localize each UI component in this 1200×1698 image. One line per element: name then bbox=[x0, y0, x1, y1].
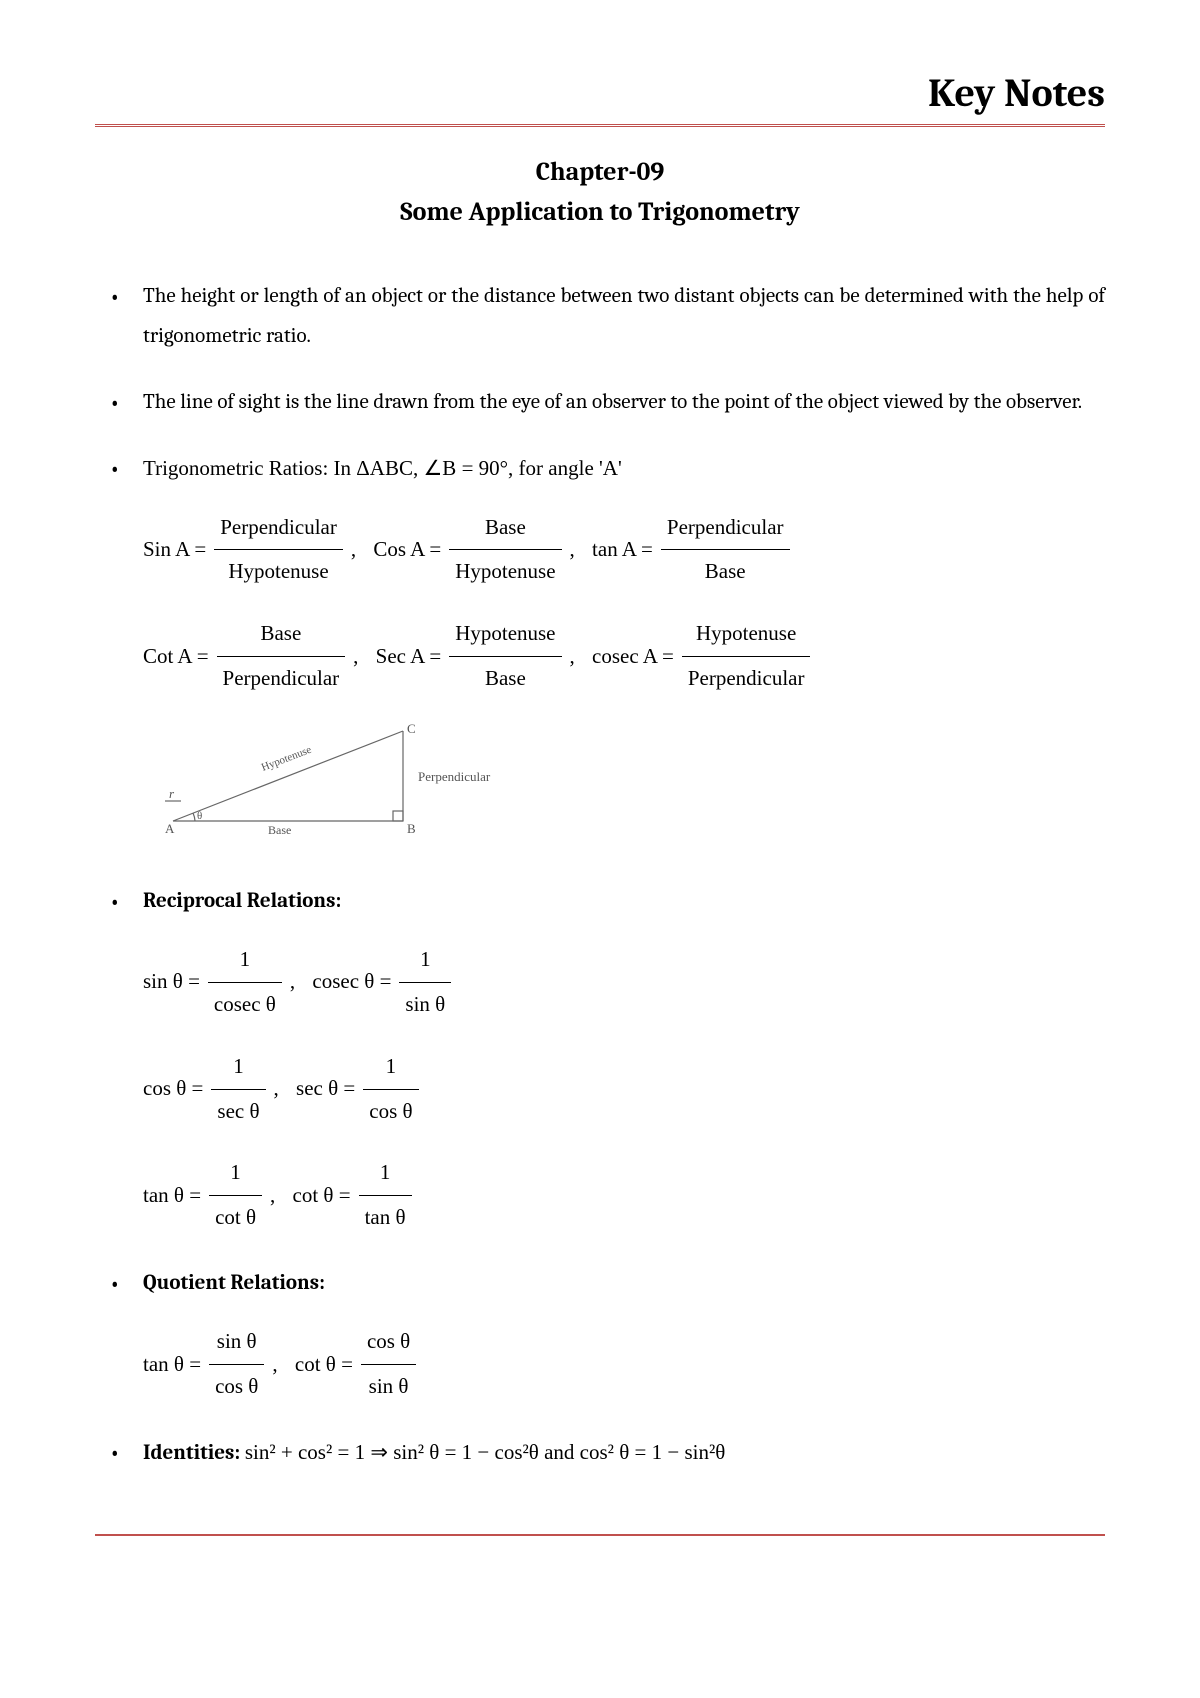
cotA-num: Base bbox=[217, 614, 346, 657]
cotA-lhs: Cot A = bbox=[143, 637, 209, 677]
bullet-1: The height or length of an object or the… bbox=[95, 277, 1105, 357]
secA-frac: Hypotenuse Base bbox=[449, 614, 561, 699]
q1a-num: sin θ bbox=[209, 1322, 264, 1365]
triangle-figure: A B C θ r Hypotenuse Perpendicular Base bbox=[153, 721, 513, 856]
page: Key Notes Chapter-09 Some Application to… bbox=[0, 0, 1200, 1586]
q1b-lhs: cot θ = bbox=[295, 1345, 353, 1385]
q1b-den: sin θ bbox=[361, 1365, 416, 1407]
bullet-list: The height or length of an object or the… bbox=[95, 277, 1105, 1474]
chapter-number: Chapter-09 bbox=[95, 157, 1105, 187]
r1b-den: sin θ bbox=[399, 983, 451, 1025]
cosA-den: Hypotenuse bbox=[449, 550, 561, 592]
secA-num: Hypotenuse bbox=[449, 614, 561, 657]
r2b-frac: 1 cos θ bbox=[363, 1047, 418, 1132]
cosA-num: Base bbox=[449, 508, 561, 551]
identities-heading: Identities: bbox=[143, 1441, 240, 1465]
tanA-num: Perpendicular bbox=[661, 508, 790, 551]
r1-sep: , bbox=[290, 962, 295, 1002]
cosA-lhs: Cos A = bbox=[373, 530, 441, 570]
cosA-frac: Base Hypotenuse bbox=[449, 508, 561, 593]
bullet-5: Quotient Relations: tan θ = sin θ cos θ … bbox=[95, 1264, 1105, 1407]
sep: , bbox=[353, 637, 358, 677]
bullet-3: Trigonometric Ratios: In ΔABC, ∠B = 90°,… bbox=[95, 449, 1105, 856]
sinA-frac: Perpendicular Hypotenuse bbox=[214, 508, 343, 593]
r2b-lhs: sec θ = bbox=[296, 1069, 355, 1109]
r2a-den: sec θ bbox=[211, 1090, 265, 1132]
sep: , bbox=[351, 530, 356, 570]
r1a-frac: 1 cosec θ bbox=[208, 940, 282, 1025]
recip-row-1: sin θ = 1 cosec θ , cosec θ = 1 sin θ bbox=[143, 940, 1105, 1025]
tri-perp: Perpendicular bbox=[418, 769, 491, 784]
r3a-lhs: tan θ = bbox=[143, 1176, 201, 1216]
r3-sep: , bbox=[270, 1176, 275, 1216]
r2b-den: cos θ bbox=[363, 1090, 418, 1132]
r1b-lhs: cosec θ = bbox=[312, 962, 391, 1002]
tanA-lhs: tan A = bbox=[592, 530, 653, 570]
bullet-1-text: The height or length of an object or the… bbox=[143, 284, 1105, 348]
tanA-den: Base bbox=[661, 550, 790, 592]
bullet-2: The line of sight is the line drawn from… bbox=[95, 383, 1105, 423]
r1b-num: 1 bbox=[399, 940, 451, 983]
r3a-num: 1 bbox=[209, 1153, 262, 1196]
q1-sep: , bbox=[272, 1345, 277, 1385]
ratios-row-1: Sin A = Perpendicular Hypotenuse , Cos A… bbox=[143, 508, 1105, 593]
r2b-num: 1 bbox=[363, 1047, 418, 1090]
r3a-frac: 1 cot θ bbox=[209, 1153, 262, 1238]
cotA-frac: Base Perpendicular bbox=[217, 614, 346, 699]
header-rule bbox=[95, 124, 1105, 127]
bullet-2-text: The line of sight is the line drawn from… bbox=[143, 390, 1082, 414]
footer-rule bbox=[95, 1534, 1105, 1536]
chapter-name: Some Application to Trigonometry bbox=[95, 197, 1105, 227]
tri-A: A bbox=[165, 821, 175, 836]
tri-theta: θ bbox=[197, 810, 202, 822]
sinA-num: Perpendicular bbox=[214, 508, 343, 551]
sep: , bbox=[570, 530, 575, 570]
tanA-frac: Perpendicular Base bbox=[661, 508, 790, 593]
sinA-lhs: Sin A = bbox=[143, 530, 206, 570]
bullet-3-text: Trigonometric Ratios: In ΔABC, ∠B = 90°,… bbox=[143, 456, 622, 480]
r3b-num: 1 bbox=[359, 1153, 412, 1196]
cosecA-lhs: cosec A = bbox=[592, 637, 674, 677]
recip-row-2: cos θ = 1 sec θ , sec θ = 1 cos θ bbox=[143, 1047, 1105, 1132]
quotient-heading: Quotient Relations: bbox=[143, 1271, 325, 1295]
cotA-den: Perpendicular bbox=[217, 657, 346, 699]
r3a-den: cot θ bbox=[209, 1196, 262, 1238]
cosecA-den: Perpendicular bbox=[682, 657, 811, 699]
tri-C: C bbox=[407, 721, 416, 736]
secA-lhs: Sec A = bbox=[376, 637, 442, 677]
r2-sep: , bbox=[274, 1069, 279, 1109]
ratios-row-2: Cot A = Base Perpendicular , Sec A = Hyp… bbox=[143, 614, 1105, 699]
r1a-lhs: sin θ = bbox=[143, 962, 200, 1002]
tri-B: B bbox=[407, 821, 416, 836]
r1a-den: cosec θ bbox=[208, 983, 282, 1025]
triangle-svg: A B C θ r Hypotenuse Perpendicular Base bbox=[153, 721, 513, 841]
recip-row-3: tan θ = 1 cot θ , cot θ = 1 tan θ bbox=[143, 1153, 1105, 1238]
sep: , bbox=[570, 637, 575, 677]
identities-text: sin² + cos² = 1 ⇒ sin² θ = 1 − cos²θ and… bbox=[245, 1440, 726, 1464]
r3b-den: tan θ bbox=[359, 1196, 412, 1238]
cosecA-num: Hypotenuse bbox=[682, 614, 811, 657]
r2a-lhs: cos θ = bbox=[143, 1069, 203, 1109]
r1b-frac: 1 sin θ bbox=[399, 940, 451, 1025]
r2a-num: 1 bbox=[211, 1047, 265, 1090]
r2a-frac: 1 sec θ bbox=[211, 1047, 265, 1132]
bullet-4: Reciprocal Relations: sin θ = 1 cosec θ … bbox=[95, 882, 1105, 1238]
reciprocal-heading: Reciprocal Relations: bbox=[143, 889, 341, 913]
q1a-frac: sin θ cos θ bbox=[209, 1322, 264, 1407]
r3b-frac: 1 tan θ bbox=[359, 1153, 412, 1238]
page-title: Key Notes bbox=[95, 70, 1105, 124]
bullet-6: Identities: sin² + cos² = 1 ⇒ sin² θ = 1… bbox=[95, 1433, 1105, 1474]
q1b-num: cos θ bbox=[361, 1322, 416, 1365]
tri-base: Base bbox=[268, 823, 291, 837]
quotient-row-1: tan θ = sin θ cos θ , cot θ = cos θ sin … bbox=[143, 1322, 1105, 1407]
r1a-num: 1 bbox=[208, 940, 282, 983]
q1b-frac: cos θ sin θ bbox=[361, 1322, 416, 1407]
q1a-lhs: tan θ = bbox=[143, 1345, 201, 1385]
tri-r: r bbox=[169, 786, 175, 801]
r3b-lhs: cot θ = bbox=[293, 1176, 351, 1216]
sinA-den: Hypotenuse bbox=[214, 550, 343, 592]
cosecA-frac: Hypotenuse Perpendicular bbox=[682, 614, 811, 699]
q1a-den: cos θ bbox=[209, 1365, 264, 1407]
secA-den: Base bbox=[449, 657, 561, 699]
